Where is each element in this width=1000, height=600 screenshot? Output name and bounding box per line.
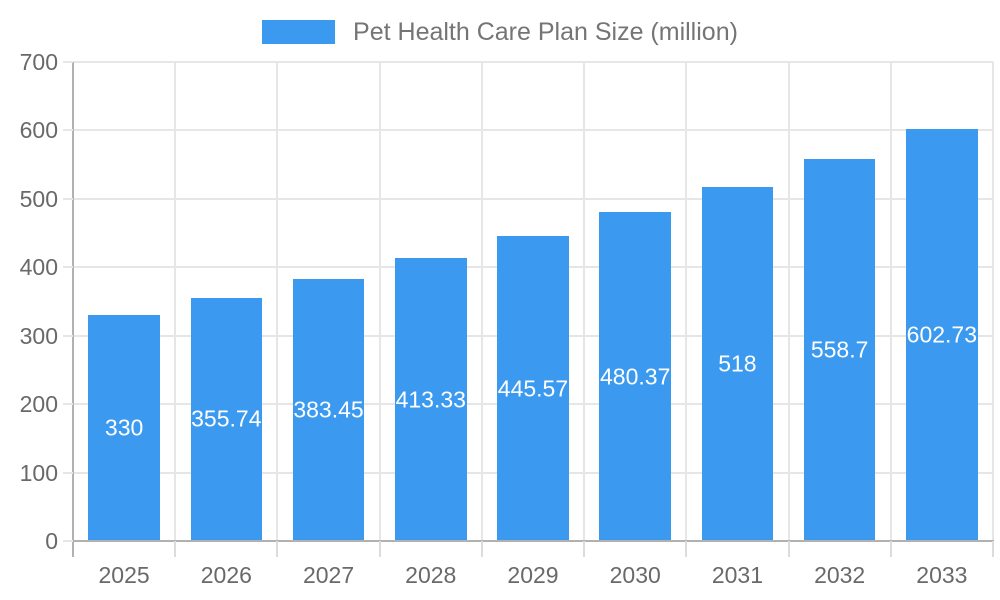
y-tick-label-500: 500 [19,185,58,212]
x-tick-label-2028: 2028 [405,562,457,588]
gridline-x-3 [378,62,381,541]
bar-2033: 602.73 [906,128,978,541]
x-axis-line [73,540,994,542]
y-tick-label-0: 0 [45,528,58,554]
bar-value-label: 518 [718,350,757,377]
gridline-x-8 [889,62,892,541]
x-tick-label-2026: 2026 [200,562,252,588]
y-tick-label-300: 300 [19,322,58,349]
bar-cell-2025: 330 [73,62,175,541]
gridline-x-2 [276,62,279,541]
x-tick-label-2025: 2025 [98,562,150,588]
x-tick-6 [685,541,688,557]
bar-2029: 445.57 [497,236,569,541]
bar-cell-2032: 558.7 [789,62,891,541]
y-tick-label-200: 200 [19,391,58,418]
gridline-x-6 [685,62,688,541]
y-tick-300 [63,334,73,337]
bar-value-label: 602.73 [906,321,978,348]
x-tick-label-2032: 2032 [814,562,866,588]
gridline-x-7 [787,62,790,541]
y-tick-500 [63,197,73,200]
y-tick-600 [63,129,73,132]
bar-cell-2027: 383.45 [277,62,379,541]
gridline-x-4 [480,62,483,541]
bar-value-label: 355.74 [191,405,262,432]
x-tick-label-2030: 2030 [609,562,661,588]
y-axis-line [72,62,74,557]
bar-value-label: 330 [104,414,144,441]
bar-2027: 383.45 [292,278,365,541]
bar-2030: 480.37 [599,212,671,541]
y-tick-label-700: 700 [19,49,58,75]
x-tick-3 [378,541,381,557]
legend-swatch-icon [262,20,336,44]
y-tick-400 [63,266,73,269]
gridline-x-9 [992,62,994,541]
bar-2026: 355.74 [190,297,263,541]
gridline-x-1 [174,62,177,541]
x-tick-label-2031: 2031 [711,562,764,588]
x-tick-8 [889,541,892,557]
x-tick-9 [992,541,994,557]
y-tick-label-600: 600 [19,117,58,144]
legend-label: Pet Health Care Plan Size (million) [353,18,738,46]
plot-area: 330 355.74 383.45 413.33 445.57 480.37 518 558.… [73,61,994,541]
bar-value-label: 383.45 [293,396,364,423]
bar-value-label: 480.37 [600,363,671,390]
bar-value-label: 413.33 [395,386,466,413]
y-tick-200 [63,403,73,406]
x-tick-7 [787,541,790,557]
x-tick-label-2029: 2029 [507,562,559,588]
bar-2028: 413.33 [394,258,467,541]
bar-value-label: 445.57 [497,375,569,402]
bar-cell-2030: 480.37 [584,62,686,541]
bars-layer: 330 355.74 383.45 413.33 445.57 480.37 518 558.… [73,62,993,541]
gridline-y-700 [73,61,993,63]
bar-2031: 518 [701,186,774,541]
y-tick-100 [63,471,73,474]
bar-value-label: 558.7 [810,336,869,363]
bar-cell-2033: 602.73 [891,62,993,541]
y-tick-700 [63,61,73,63]
bar-2025: 330 [88,315,160,541]
y-tick-label-400: 400 [19,254,58,281]
gridline-y-500 [73,197,993,200]
x-tick-1 [174,541,177,557]
bar-cell-2029: 445.57 [482,62,584,541]
x-tick-5 [583,541,586,557]
bar-cell-2026: 355.74 [175,62,277,541]
gridline-x-5 [583,62,586,541]
legend-item[interactable]: Pet Health Care Plan Size (million) [0,18,1000,46]
x-tick-label-2027: 2027 [302,562,355,588]
x-tick-4 [480,541,483,557]
bar-cell-2031: 518 [686,62,788,541]
y-tick-0 [63,540,73,542]
x-tick-2 [276,541,279,557]
gridline-y-600 [73,129,993,132]
bar-cell-2028: 413.33 [380,62,482,541]
x-tick-label-2033: 2033 [916,562,968,588]
bar-2032: 558.7 [803,158,876,541]
y-tick-label-100: 100 [19,459,58,486]
